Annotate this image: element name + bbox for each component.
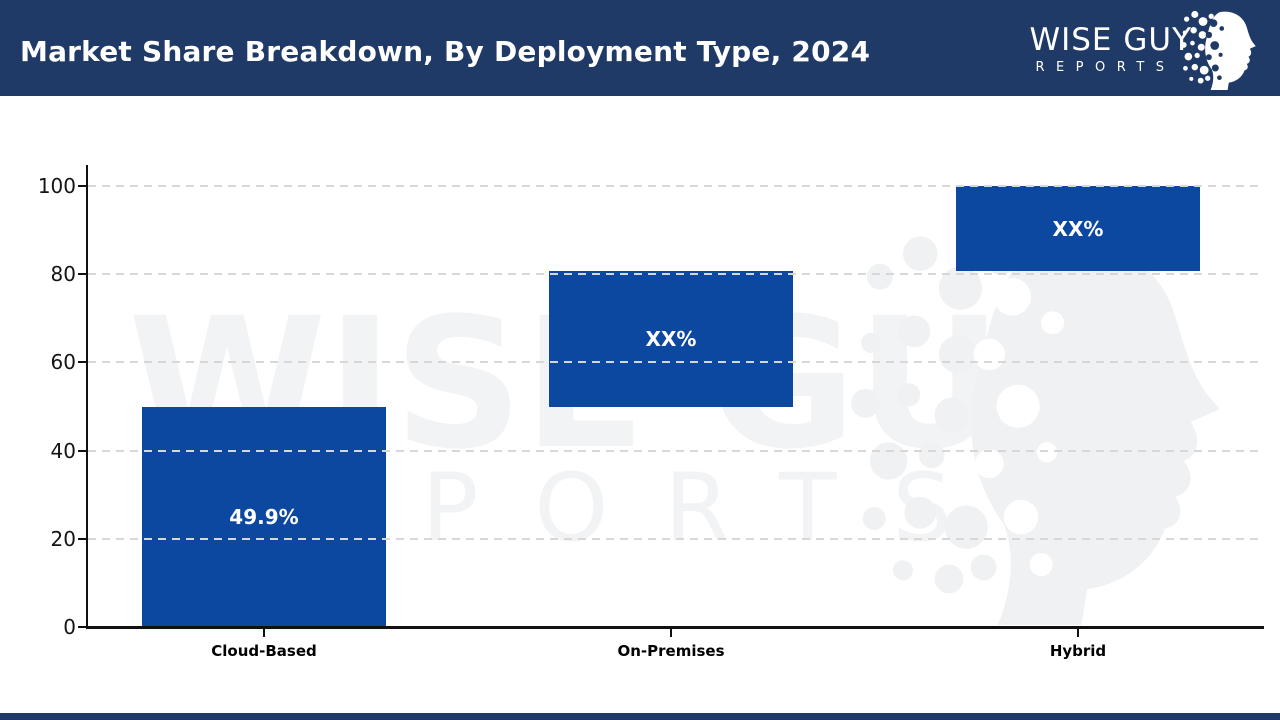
y-axis-tick-0 <box>78 626 86 628</box>
y-axis-tick-80 <box>78 273 86 276</box>
bar-value-label-on-premises: XX% <box>645 327 697 352</box>
gridline-20 <box>88 537 1263 540</box>
bar-cloud-based <box>142 406 386 627</box>
logo-text: WISE GUY REPORTS <box>1029 21 1192 75</box>
y-axis-tick-label-0: 0 <box>63 615 76 639</box>
gridline-60 <box>88 361 1263 364</box>
y-axis-tick-20 <box>78 537 86 540</box>
brand-logo: WISE GUY REPORTS <box>1029 6 1264 90</box>
y-axis-tick-label-60: 60 <box>50 350 76 375</box>
x-axis-line <box>86 626 1264 629</box>
page-title: Market Share Breakdown, By Deployment Ty… <box>20 34 871 68</box>
x-axis-label-cloud-based: Cloud-Based <box>211 642 317 660</box>
bar-value-label-cloud-based: 49.9% <box>229 504 299 529</box>
y-axis-tick-label-40: 40 <box>50 438 76 463</box>
watermark-head-icon <box>851 236 1220 625</box>
x-axis-label-on-premises: On-Premises <box>617 642 725 660</box>
footer-bar <box>0 713 1280 720</box>
bar-hybrid <box>956 186 1200 272</box>
x-axis-tick-hybrid <box>1077 629 1079 637</box>
y-axis-tick-label-20: 20 <box>50 526 76 551</box>
gridline-80 <box>88 273 1263 276</box>
y-axis-tick-100 <box>78 185 86 187</box>
gridline-100 <box>88 185 1263 187</box>
y-axis-tick-label-80: 80 <box>50 262 76 287</box>
header: Market Share Breakdown, By Deployment Ty… <box>0 0 1280 96</box>
logo-subtitle: REPORTS <box>1035 59 1176 75</box>
gridline-40 <box>88 449 1263 452</box>
y-axis-tick-60 <box>78 361 86 364</box>
bar-value-label-hybrid: XX% <box>1052 216 1104 241</box>
x-axis-label-hybrid: Hybrid <box>1049 642 1107 660</box>
y-axis-tick-label-100: 100 <box>37 174 76 198</box>
logo-head-icon <box>1180 10 1256 90</box>
y-axis-line <box>86 165 88 629</box>
bar-on-premises <box>549 271 793 407</box>
x-axis-tick-on-premises <box>670 629 672 637</box>
x-axis-tick-cloud-based <box>263 629 265 637</box>
y-axis-tick-40 <box>78 449 86 452</box>
logo-wordmark: WISE GUY <box>1029 21 1192 58</box>
